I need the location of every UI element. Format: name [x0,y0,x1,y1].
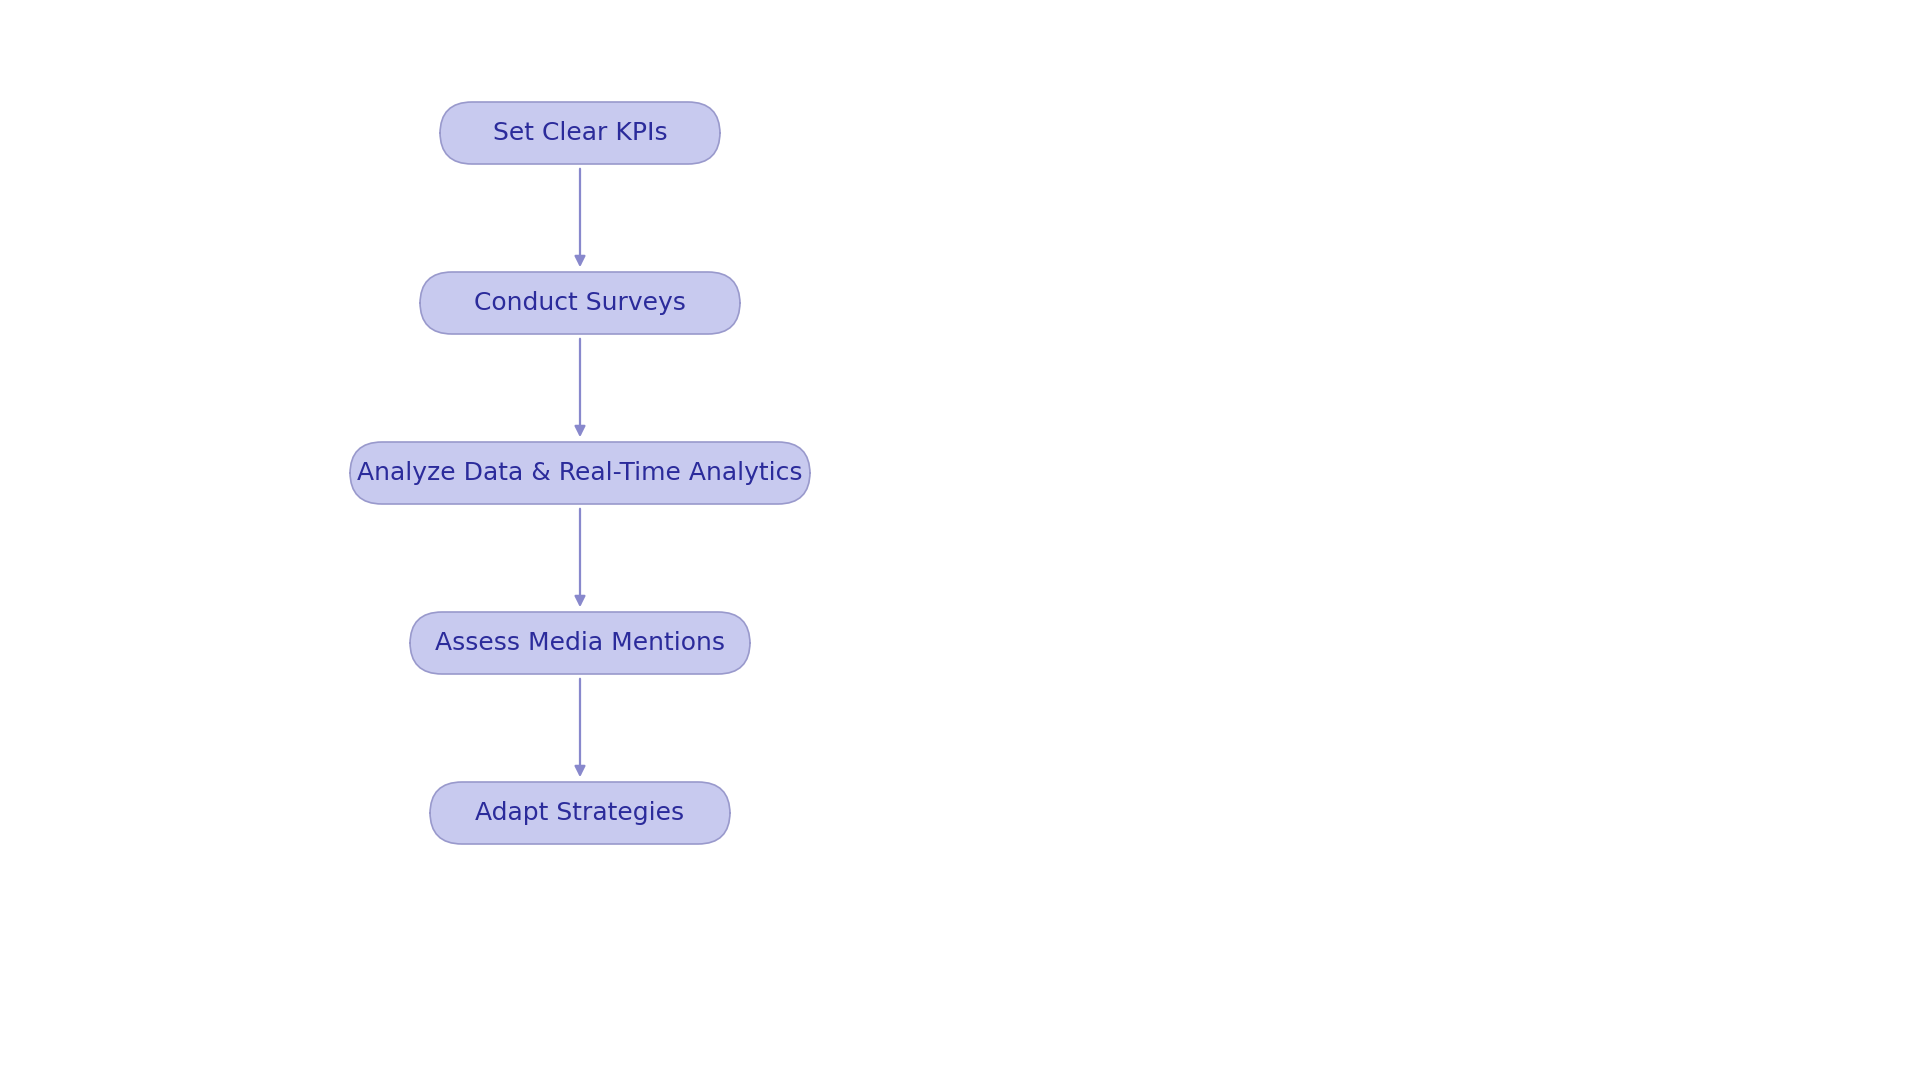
FancyBboxPatch shape [440,102,720,164]
Text: Analyze Data & Real-Time Analytics: Analyze Data & Real-Time Analytics [357,461,803,485]
Text: Set Clear KPIs: Set Clear KPIs [493,121,668,145]
Text: Assess Media Mentions: Assess Media Mentions [436,631,726,655]
Text: Conduct Surveys: Conduct Surveys [474,291,685,315]
FancyBboxPatch shape [420,272,739,334]
FancyBboxPatch shape [430,782,730,844]
Text: Adapt Strategies: Adapt Strategies [476,801,685,825]
FancyBboxPatch shape [349,442,810,504]
FancyBboxPatch shape [411,612,751,674]
